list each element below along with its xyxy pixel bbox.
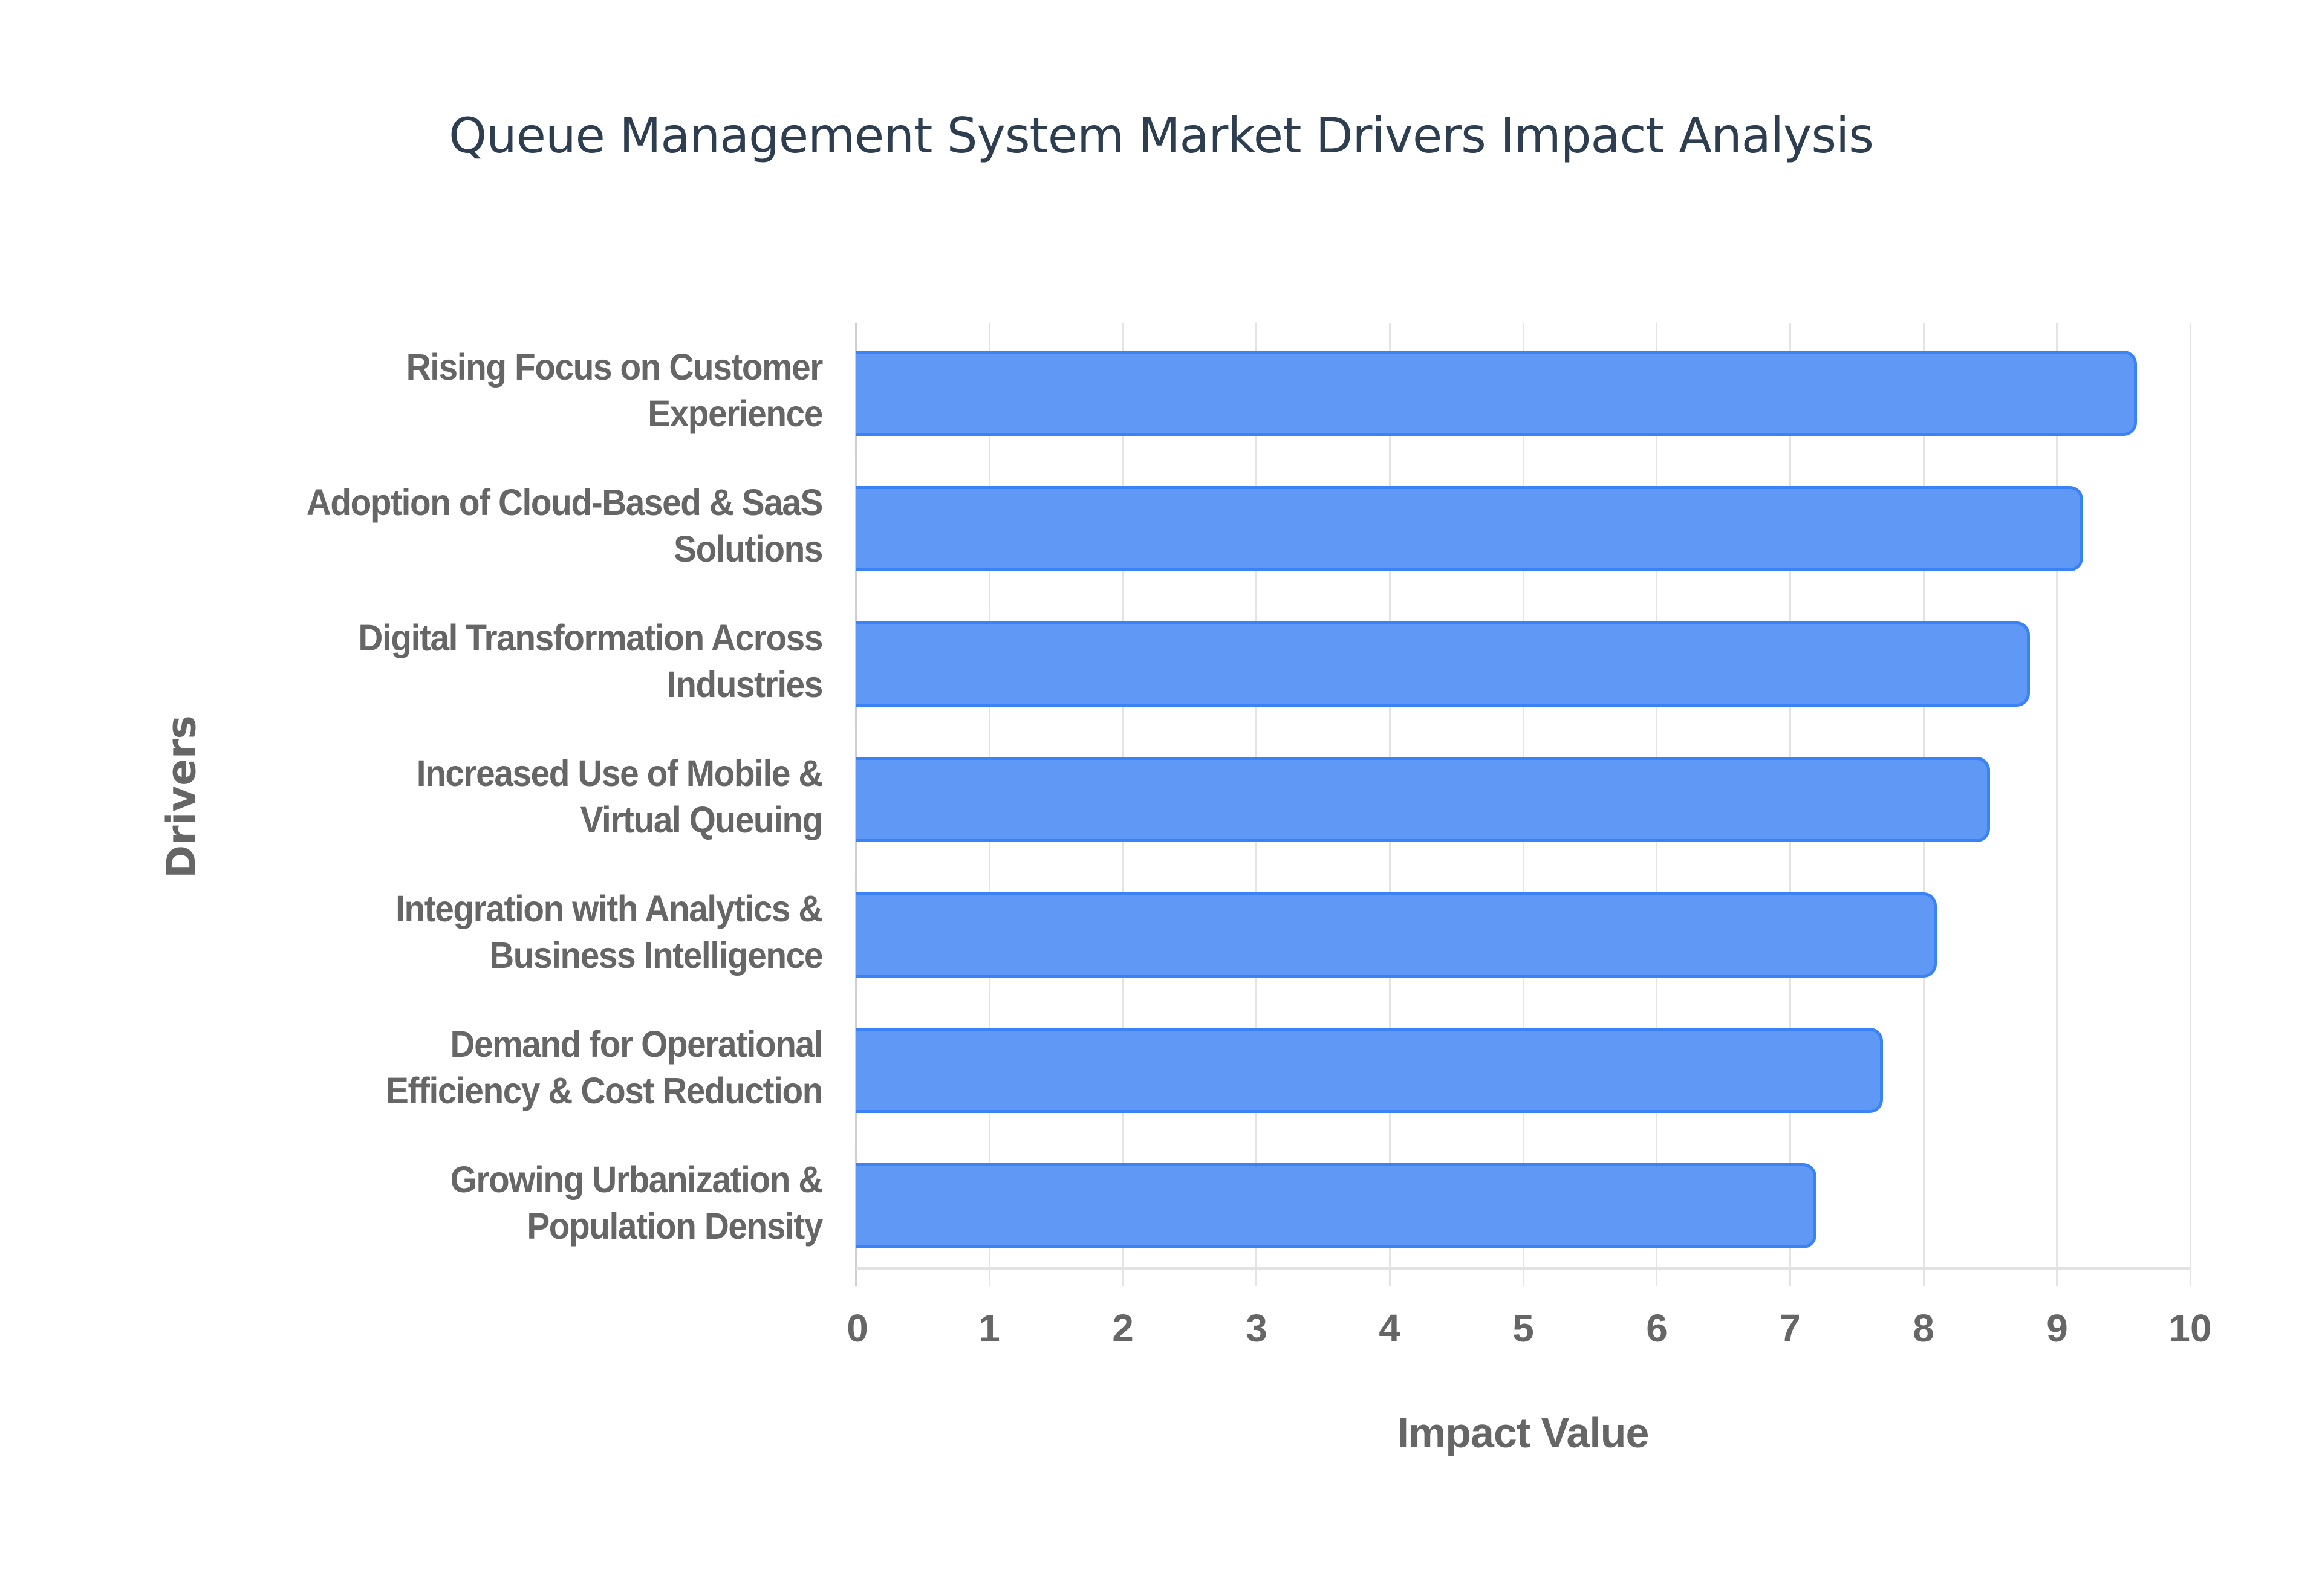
y-tick-label: Rising Focus on Customer Experience xyxy=(406,346,824,434)
gridline-10 xyxy=(2190,323,2191,1286)
x-tick-label: 1 xyxy=(978,1306,1000,1350)
x-tick-label: 3 xyxy=(1246,1306,1267,1350)
y-tick-label: Adoption of Cloud-Based & SaaS Solutions xyxy=(306,482,824,569)
y-tick-label: Digital Transformation Across Industries xyxy=(358,617,823,705)
y-tick-label: Integration with Analytics & Business In… xyxy=(395,888,823,976)
plot-area xyxy=(855,323,2191,1286)
y-tick-label: Growing Urbanization & Population Densit… xyxy=(450,1159,824,1247)
bar[interactable] xyxy=(856,892,1937,978)
bar[interactable] xyxy=(856,757,1990,842)
x-tick-label: 5 xyxy=(1512,1306,1534,1350)
chart-title: Queue Management System Market Drivers I… xyxy=(449,108,1874,164)
x-tick-label: 2 xyxy=(1112,1306,1134,1350)
bar[interactable] xyxy=(856,621,2031,707)
y-tick-label: Demand for Operational Efficiency & Cost… xyxy=(386,1023,823,1111)
x-axis-line xyxy=(856,1267,2190,1270)
x-tick-label: 0 xyxy=(847,1306,868,1350)
bar[interactable] xyxy=(856,351,2137,436)
x-tick-label: 9 xyxy=(2046,1306,2068,1350)
x-tick-label: 4 xyxy=(1379,1306,1400,1350)
bar[interactable] xyxy=(856,486,2084,571)
bar[interactable] xyxy=(856,1163,1817,1248)
x-tick-label: 7 xyxy=(1779,1306,1801,1350)
y-tick-label: Increased Use of Mobile & Virtual Queuin… xyxy=(416,753,824,840)
x-tick-label: 10 xyxy=(2168,1306,2212,1350)
gridline-9 xyxy=(2056,323,2058,1286)
x-tick-label: 6 xyxy=(1646,1306,1668,1350)
x-axis-title: Impact Value xyxy=(1397,1409,1650,1456)
x-tick-label: 8 xyxy=(1913,1306,1934,1350)
bar[interactable] xyxy=(856,1028,1884,1113)
